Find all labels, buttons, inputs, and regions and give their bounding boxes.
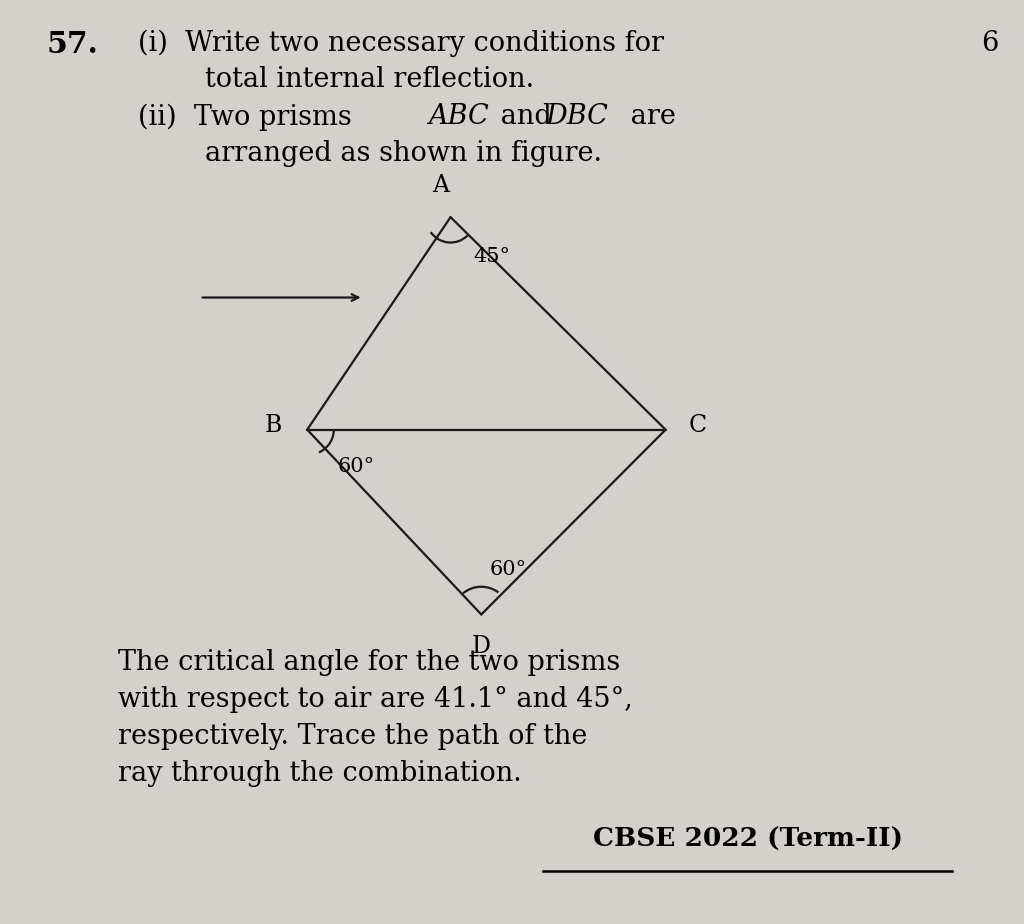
Text: A: A	[432, 174, 449, 197]
Text: 60°: 60°	[338, 457, 375, 477]
Text: CBSE 2022 (Term-II): CBSE 2022 (Term-II)	[593, 827, 902, 852]
Text: ABC: ABC	[428, 103, 488, 130]
Text: (i)  Write two necessary conditions for: (i) Write two necessary conditions for	[138, 30, 665, 57]
Text: with respect to air are 41.1° and 45°,: with respect to air are 41.1° and 45°,	[118, 686, 633, 712]
Text: C: C	[688, 414, 707, 436]
Text: B: B	[264, 414, 282, 436]
Text: 57.: 57.	[46, 30, 98, 58]
Text: DBC: DBC	[546, 103, 608, 130]
Text: 6: 6	[981, 30, 998, 56]
Text: respectively. Trace the path of the: respectively. Trace the path of the	[118, 723, 587, 749]
Text: total internal reflection.: total internal reflection.	[205, 66, 534, 92]
Text: 60°: 60°	[489, 560, 526, 579]
Text: ray through the combination.: ray through the combination.	[118, 760, 521, 786]
Text: The critical angle for the two prisms: The critical angle for the two prisms	[118, 649, 620, 675]
Text: are: are	[622, 103, 676, 130]
Text: and: and	[492, 103, 560, 130]
Text: (ii)  Two prisms: (ii) Two prisms	[138, 103, 360, 131]
Text: arranged as shown in figure.: arranged as shown in figure.	[205, 140, 602, 167]
Text: 45°: 45°	[473, 247, 510, 266]
Text: D: D	[472, 635, 490, 658]
